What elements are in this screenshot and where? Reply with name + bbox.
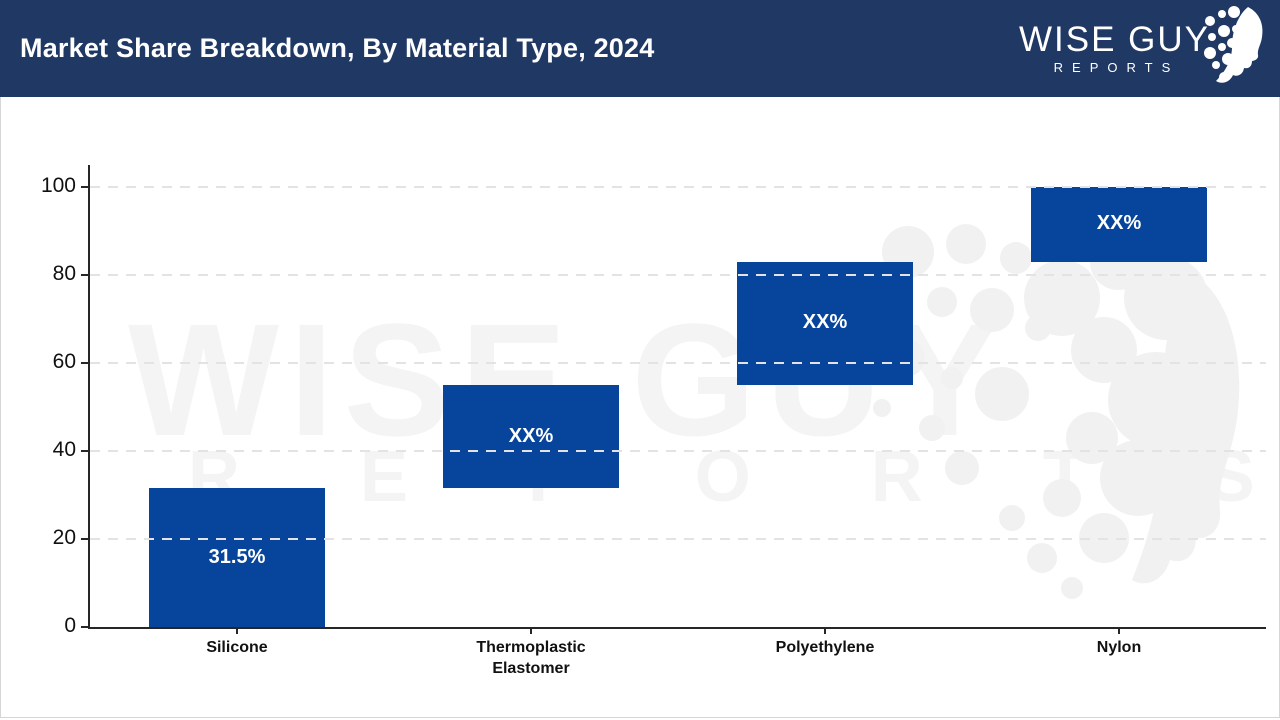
y-axis-tick-60 xyxy=(81,362,90,364)
page-title: Market Share Breakdown, By Material Type… xyxy=(20,33,655,63)
bar-value-label: XX% xyxy=(1096,212,1142,235)
y-axis-tick-80 xyxy=(81,274,90,276)
x-axis-tick xyxy=(1118,627,1120,634)
y-axis-label-100: 100 xyxy=(40,174,76,197)
bar-polyethylene: XX% xyxy=(737,261,913,385)
x-axis-tick xyxy=(530,627,532,634)
logo-brand-text: WISE GUY xyxy=(1018,20,1210,59)
y-axis-label-80: 80 xyxy=(52,262,76,285)
bar-value-label: XX% xyxy=(508,424,554,447)
y-axis-tick-0 xyxy=(81,626,90,628)
x-axis-category-label: Silicone xyxy=(206,639,268,656)
y-axis-tick-40 xyxy=(81,450,90,452)
y-axis-tick-20 xyxy=(81,538,90,540)
y-axis-label-40: 40 xyxy=(52,438,76,461)
bar-silicone: 31.5% xyxy=(149,488,325,627)
gridline-y100 xyxy=(90,186,1266,188)
header-bar: Market Share Breakdown, By Material Type… xyxy=(0,0,1280,97)
bar-value-label: 31.5% xyxy=(208,545,266,568)
logo-head-icon xyxy=(1204,5,1263,83)
y-axis-label-0: 0 xyxy=(64,614,76,637)
y-axis-label-20: 20 xyxy=(52,526,76,549)
bar-value-label: XX% xyxy=(802,311,848,334)
chart-plot-area: 0 20 40 60 80 100 31.5% Silicone XX% Thermoplasti… xyxy=(41,165,1266,677)
gridline-y40 xyxy=(90,450,1266,452)
y-axis-label-60: 60 xyxy=(52,350,76,373)
x-axis-category-label: Polyethylene xyxy=(775,639,875,656)
x-axis-tick xyxy=(236,627,238,634)
bar-nylon: XX% xyxy=(1031,187,1207,262)
x-axis-category-label: Thermoplastic Elastomer xyxy=(476,639,586,677)
gridline-y80 xyxy=(90,274,1266,276)
y-axis-tick-100 xyxy=(81,186,90,188)
x-axis-category-label: Nylon xyxy=(1096,639,1142,656)
bar-thermoplastic-elastomer: XX% xyxy=(443,385,619,489)
wise-guy-reports-logo: WISE GUY REPORTS xyxy=(1019,5,1280,93)
x-axis-tick xyxy=(824,627,826,634)
logo-sub-text: REPORTS xyxy=(1053,60,1180,75)
gridline-y60 xyxy=(90,362,1266,364)
gridline-y20 xyxy=(90,538,1266,540)
